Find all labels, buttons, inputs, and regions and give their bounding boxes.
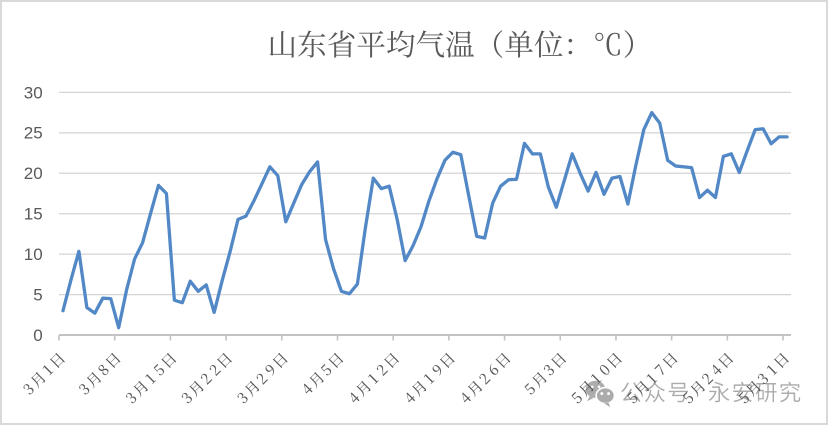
svg-text:0: 0 (33, 326, 42, 345)
svg-text:30: 30 (24, 83, 43, 102)
svg-text:10: 10 (24, 245, 43, 264)
svg-text:5: 5 (33, 285, 42, 304)
svg-text:25: 25 (24, 124, 43, 143)
svg-text:20: 20 (24, 164, 43, 183)
svg-text:15: 15 (24, 205, 43, 224)
